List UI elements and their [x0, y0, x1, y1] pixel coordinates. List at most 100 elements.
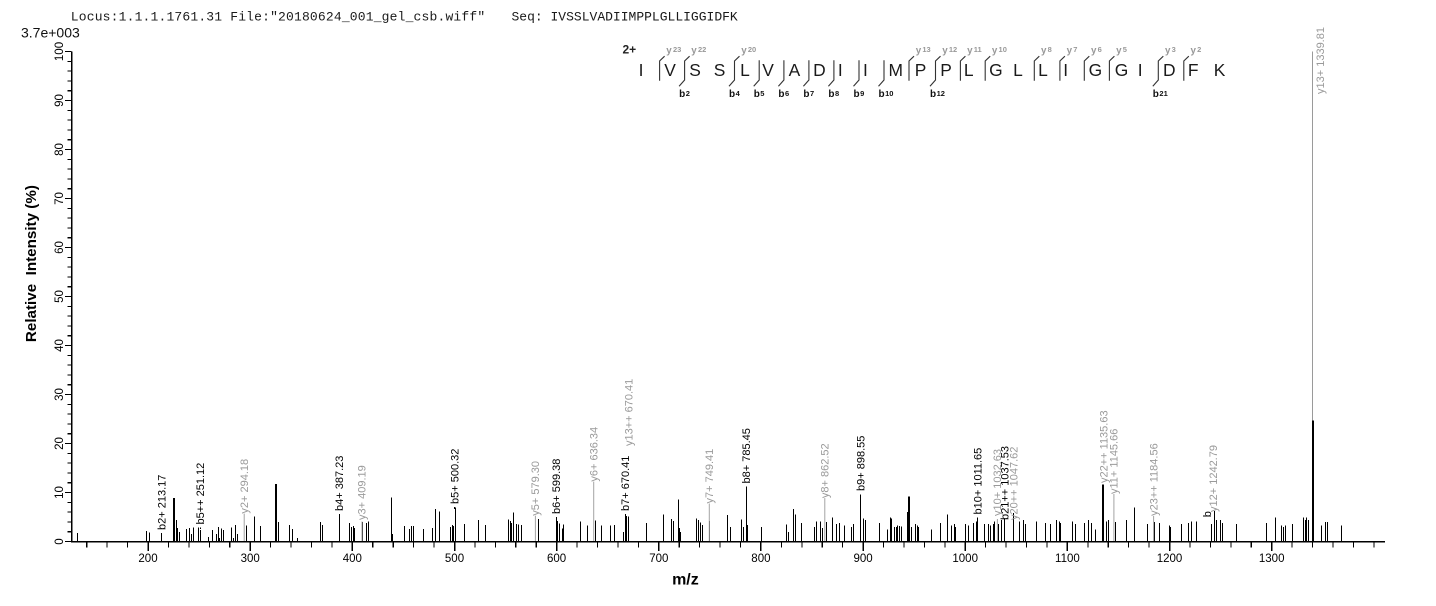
svg-text:b5+ 500.32: b5+ 500.32 [450, 449, 462, 504]
svg-text:b4+ 387.23: b4+ 387.23 [334, 456, 346, 511]
svg-text:y5: y5 [1116, 45, 1127, 56]
svg-text:Seq: IVSSLVADIIMPPLGLLIGGIDFK: Seq: IVSSLVADIIMPPLGLLIGGIDFK [512, 10, 738, 25]
svg-text:0: 0 [54, 538, 66, 544]
svg-text:70: 70 [54, 192, 66, 205]
svg-text:I: I [863, 60, 868, 80]
svg-text:L: L [1013, 60, 1023, 80]
svg-text:F: F [1188, 60, 1199, 80]
svg-text:600: 600 [547, 553, 566, 565]
svg-text:1200: 1200 [1157, 553, 1183, 565]
svg-text:S: S [714, 60, 726, 80]
svg-text:b21++ 1037.53: b21++ 1037.53 [1000, 446, 1012, 520]
svg-text:Relative Intensity (%): Relative Intensity (%) [23, 185, 40, 342]
svg-text:y22++ 1135.63: y22++ 1135.63 [1099, 410, 1111, 483]
svg-text:2+: 2+ [623, 43, 637, 57]
svg-text:y3+ 409.19: y3+ 409.19 [357, 465, 369, 520]
svg-text:b21: b21 [1153, 89, 1168, 100]
svg-text:y13+ 1339.81: y13+ 1339.81 [1315, 27, 1327, 94]
svg-text:y6+ 636.34: y6+ 636.34 [589, 427, 601, 482]
svg-text:y13: y13 [916, 45, 931, 56]
svg-text:y10+ 1032.63: y10+ 1032.63 [992, 449, 1004, 516]
svg-text:S: S [689, 60, 701, 80]
svg-text:y11+ 1145.66: y11+ 1145.66 [1109, 429, 1121, 494]
svg-text:L: L [1038, 60, 1048, 80]
svg-text:y23: y23 [666, 45, 681, 56]
svg-text:40: 40 [54, 339, 66, 352]
svg-text:y20++ 1047.62: y20++ 1047.62 [1009, 447, 1021, 520]
svg-text:b7+ 670.41: b7+ 670.41 [620, 456, 632, 511]
svg-text:y2: y2 [1191, 45, 1202, 56]
svg-text:1100: 1100 [1055, 553, 1080, 565]
svg-text:b6: b6 [778, 89, 789, 100]
svg-text:b2+ 213.17: b2+ 213.17 [156, 475, 168, 530]
svg-text:G: G [989, 60, 1003, 80]
svg-text:b8: b8 [828, 89, 839, 100]
svg-text:b6+ 599.38: b6+ 599.38 [551, 459, 563, 514]
svg-text:y8: y8 [1041, 45, 1052, 56]
svg-text:200: 200 [138, 553, 157, 565]
svg-text:700: 700 [649, 553, 668, 565]
svg-text:1000: 1000 [952, 553, 978, 565]
svg-text:400: 400 [343, 553, 362, 565]
svg-text:800: 800 [751, 553, 770, 565]
svg-text:300: 300 [241, 553, 260, 565]
svg-text:L: L [740, 60, 750, 80]
svg-text:L: L [964, 60, 974, 80]
svg-text:y7: y7 [1067, 45, 1078, 56]
svg-text:b9: b9 [854, 89, 865, 100]
svg-text:10: 10 [54, 486, 66, 499]
svg-text:b7: b7 [803, 89, 814, 100]
svg-text:G: G [1115, 60, 1129, 80]
svg-text:y7+ 749.41: y7+ 749.41 [704, 449, 716, 504]
svg-text:M: M [888, 60, 903, 80]
svg-text:500: 500 [445, 553, 464, 565]
svg-text:90: 90 [54, 94, 66, 107]
svg-text:50: 50 [54, 290, 66, 303]
svg-text:1300: 1300 [1259, 553, 1285, 565]
svg-text:y8+ 862.52: y8+ 862.52 [820, 443, 832, 498]
svg-text:m/z: m/z [672, 572, 699, 589]
svg-text:b: b [1202, 511, 1214, 517]
svg-text:D: D [1163, 60, 1176, 80]
svg-text:900: 900 [854, 553, 873, 565]
svg-text:G: G [1089, 60, 1103, 80]
svg-text:I: I [639, 60, 644, 80]
svg-text:y3: y3 [1165, 45, 1176, 56]
svg-text:y11: y11 [967, 45, 982, 56]
svg-text:b10+ 1011.65: b10+ 1011.65 [973, 448, 985, 515]
svg-text:y12: y12 [942, 45, 957, 56]
svg-text:b4: b4 [729, 89, 741, 100]
svg-text:A: A [789, 60, 801, 80]
svg-text:b9+ 898.55: b9+ 898.55 [855, 436, 867, 491]
svg-text:b8+ 785.45: b8+ 785.45 [741, 428, 753, 483]
svg-text:I: I [1138, 60, 1143, 80]
svg-text:I: I [1063, 60, 1068, 80]
svg-text:y20: y20 [741, 45, 756, 56]
svg-text:P: P [940, 60, 952, 80]
svg-text:b5++ 251.12: b5++ 251.12 [195, 463, 207, 525]
svg-text:y23++ 1184.56: y23++ 1184.56 [1148, 443, 1160, 516]
svg-text:y6: y6 [1091, 45, 1102, 56]
svg-text:y10: y10 [992, 45, 1007, 56]
svg-text:y22: y22 [691, 45, 706, 56]
svg-text:I: I [838, 60, 843, 80]
svg-text:b12: b12 [930, 89, 945, 100]
svg-text:y5+ 579.30: y5+ 579.30 [530, 461, 542, 516]
svg-text:K: K [1214, 60, 1226, 80]
svg-text:3.7e+003: 3.7e+003 [21, 25, 80, 41]
svg-text:80: 80 [54, 143, 66, 156]
svg-text:b10: b10 [879, 89, 894, 100]
svg-text:y2+ 294.18: y2+ 294.18 [239, 459, 251, 514]
svg-text:Locus:1.1.1.1761.31 File:"2018: Locus:1.1.1.1761.31 File:"20180624_001_g… [71, 10, 486, 25]
svg-text:100: 100 [54, 42, 66, 61]
svg-text:y12+ 1242.79: y12+ 1242.79 [1208, 445, 1220, 512]
svg-text:P: P [915, 60, 927, 80]
svg-text:20: 20 [54, 437, 66, 450]
svg-text:D: D [813, 60, 826, 80]
svg-text:V: V [664, 60, 676, 80]
svg-text:30: 30 [54, 388, 66, 401]
svg-text:y13++ 670.41: y13++ 670.41 [623, 379, 635, 446]
svg-text:V: V [762, 60, 774, 80]
svg-text:b5: b5 [754, 89, 765, 100]
svg-text:b2: b2 [679, 89, 690, 100]
